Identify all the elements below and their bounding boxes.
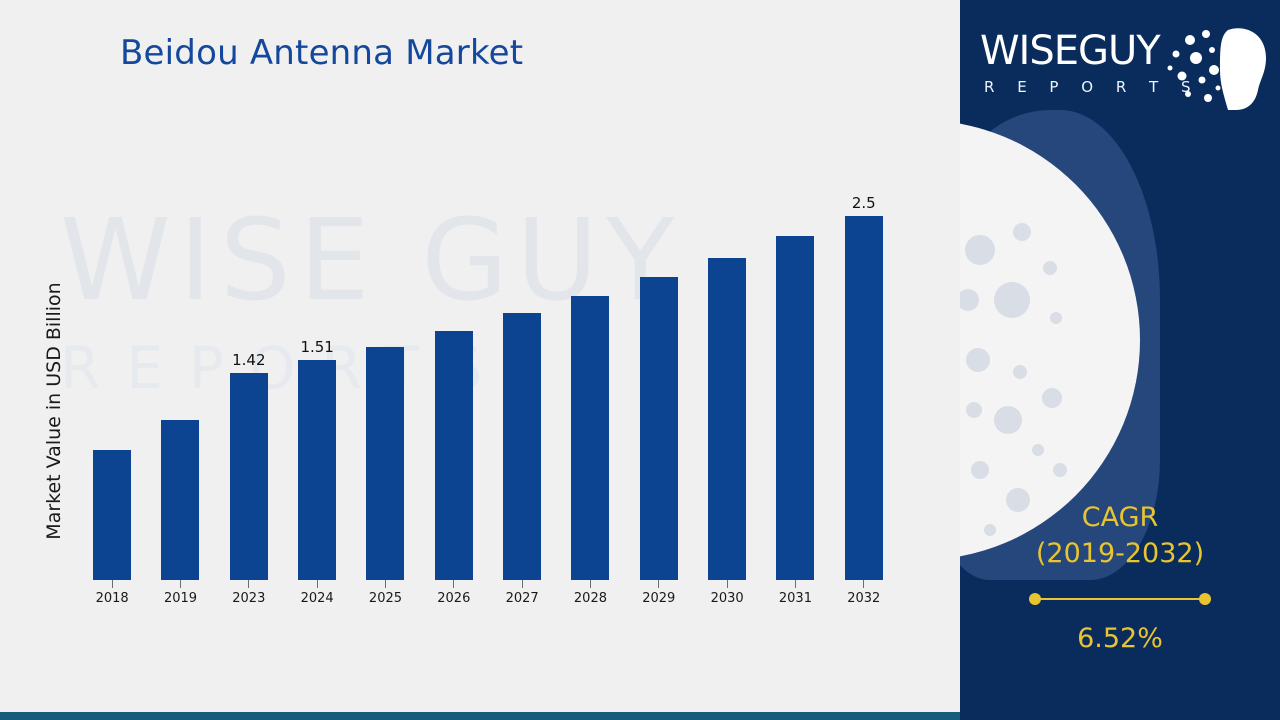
divider-line (1035, 598, 1205, 601)
bar (366, 346, 405, 580)
tick-mark (453, 580, 455, 588)
bar-slot (625, 150, 693, 580)
bar-slot (556, 150, 624, 580)
x-tick-label: 2031 (778, 591, 812, 606)
cagr-divider (1029, 593, 1211, 606)
x-tick: 2025 (351, 580, 419, 620)
bar (161, 419, 200, 580)
x-tick: 2024 (283, 580, 351, 620)
x-tick: 2030 (693, 580, 761, 620)
bar: 2.5 (844, 194, 883, 580)
x-tick-label: 2029 (642, 591, 676, 606)
tick-mark (658, 580, 660, 588)
brand-panel: WISEGUY R E P O R T S CAGR (2019-2032) (960, 0, 1280, 720)
brand-logo: WISEGUY R E P O R T S (972, 28, 1272, 114)
tick-mark (521, 580, 523, 588)
logo-subtitle: R E P O R T S (984, 78, 1200, 96)
x-tick-label: 2027 (505, 591, 539, 606)
x-tick-label: 2019 (163, 591, 198, 606)
bar (503, 313, 542, 580)
bar (776, 236, 815, 580)
bar-value-label: 1.42 (232, 351, 266, 370)
tick-mark (111, 580, 113, 588)
bar-value-label: 1.51 (300, 337, 334, 356)
bar-value-label: 2.5 (851, 193, 876, 212)
divider-dot-right (1199, 593, 1211, 606)
y-axis-title: Market Value in USD Billion (43, 282, 65, 540)
x-tick-label: 2026 (437, 591, 471, 606)
x-axis-ticks: 2018 2019 2023 2024 2025 2026 2027 2028 2029 2030… (78, 580, 898, 620)
x-tick: 2031 (761, 580, 829, 620)
x-tick: 2018 (78, 580, 146, 620)
bottom-accent-strip (0, 712, 960, 720)
plot-area: 1.42 1.51 2.5 (78, 150, 898, 580)
bar (93, 450, 132, 580)
x-tick: 2023 (215, 580, 283, 620)
bar: 1.42 (229, 351, 268, 580)
x-tick-label: 2032 (847, 591, 881, 606)
bar-slot: 2.5 (830, 150, 898, 580)
tick-mark (589, 580, 591, 588)
chart-panel: WISE GUY REPORTS Beidou Antenna Market M… (43, 33, 898, 620)
tick-mark (248, 580, 250, 588)
tick-mark (316, 580, 318, 588)
x-tick-label: 2025 (368, 591, 403, 606)
bar-slot: 1.42 (215, 150, 283, 580)
bar-slot (693, 150, 761, 580)
logo-wordmark: WISEGUY (980, 28, 1161, 74)
x-tick-label: 2024 (300, 591, 334, 606)
cagr-block: CAGR (2019-2032) 6.52% (960, 500, 1280, 654)
x-tick: 2027 (488, 580, 556, 620)
tick-mark (726, 580, 728, 588)
bar-slot (78, 150, 146, 580)
x-tick: 2026 (420, 580, 488, 620)
x-tick: 2029 (625, 580, 693, 620)
tick-mark (384, 580, 386, 588)
bar (708, 257, 747, 580)
tick-mark (863, 580, 865, 588)
bar (571, 295, 610, 580)
tick-mark (794, 580, 796, 588)
cagr-value: 6.52% (1077, 623, 1163, 655)
x-tick: 2032 (830, 580, 898, 620)
bar-slot (488, 150, 556, 580)
x-tick-label: 2023 (232, 591, 266, 606)
bar-slot (420, 150, 488, 580)
page-title: Beidou Antenna Market (120, 33, 524, 73)
bar: 1.51 (298, 338, 337, 580)
x-tick: 2019 (146, 580, 214, 620)
bar (639, 276, 678, 580)
x-tick-label: 2030 (710, 591, 744, 606)
bar-series: 1.42 1.51 2.5 (78, 150, 898, 580)
cagr-title: CAGR (1081, 502, 1159, 533)
cagr-years: (2019-2032) (1035, 537, 1205, 569)
bar-slot (761, 150, 829, 580)
logo-head-icon (1167, 28, 1266, 110)
bar-slot: 1.51 (283, 150, 351, 580)
x-tick: 2028 (556, 580, 624, 620)
x-tick-label: 2018 (95, 591, 129, 606)
bar-slot (351, 150, 419, 580)
bar (434, 330, 473, 580)
bar-slot (146, 150, 214, 580)
tick-mark (179, 580, 181, 588)
x-tick-label: 2028 (573, 591, 607, 606)
